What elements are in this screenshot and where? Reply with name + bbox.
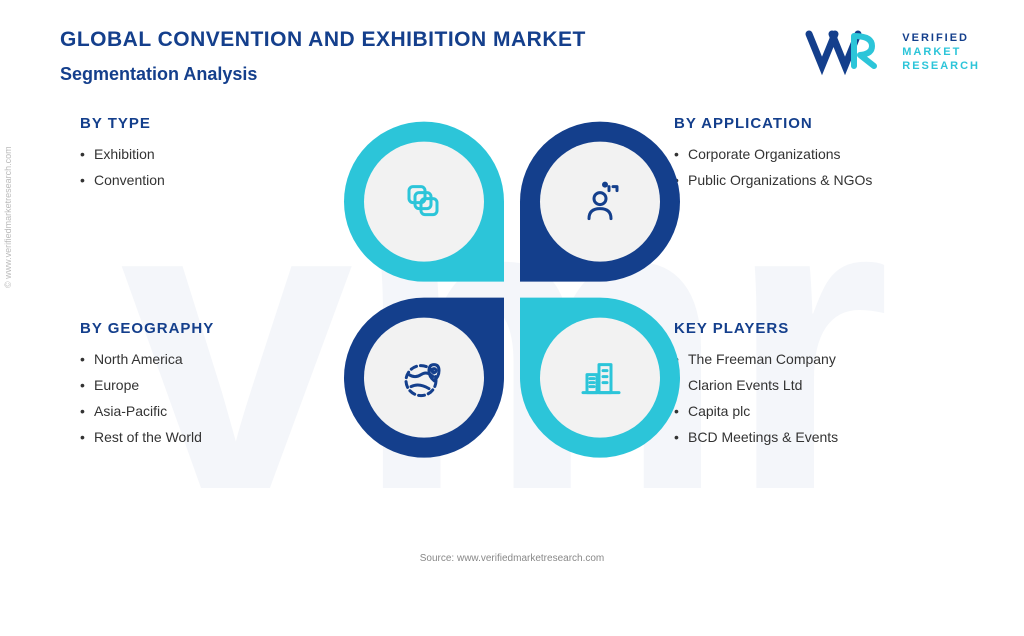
- person-icon: [575, 177, 625, 227]
- segment-type-list: Exhibition Convention: [80, 146, 350, 188]
- list-item: Europe: [80, 377, 350, 393]
- building-icon: [575, 353, 625, 403]
- source-text: Source: www.verifiedmarketresearch.com: [420, 553, 605, 564]
- center-diagram: [342, 120, 682, 460]
- header: GLOBAL CONVENTION AND EXHIBITION MARKET …: [0, 0, 1024, 95]
- petal-application: [520, 122, 680, 282]
- list-item: Convention: [80, 172, 350, 188]
- logo-text-1: VERIFIED: [902, 31, 980, 45]
- page-title: GLOBAL CONVENTION AND EXHIBITION MARKET: [60, 28, 586, 52]
- segment-type: BY TYPE Exhibition Convention: [80, 115, 350, 188]
- list-item: Clarion Events Ltd: [674, 377, 944, 393]
- list-item: Rest of the World: [80, 429, 350, 445]
- segment-geography-title: BY GEOGRAPHY: [80, 320, 350, 337]
- segment-keyplayers-list: The Freeman Company Clarion Events Ltd C…: [674, 351, 944, 445]
- layers-icon: [399, 177, 449, 227]
- petal-geography: [344, 298, 504, 458]
- globe-icon: [399, 353, 449, 403]
- list-item: Capita plc: [674, 403, 944, 419]
- logo-mark-icon: [804, 28, 894, 76]
- logo-text-3: RESEARCH: [902, 59, 980, 73]
- list-item: Public Organizations & NGOs: [674, 172, 944, 188]
- content-area: BY TYPE Exhibition Convention BY APPLICA…: [0, 95, 1024, 525]
- segment-geography-list: North America Europe Asia-Pacific Rest o…: [80, 351, 350, 445]
- segment-application-list: Corporate Organizations Public Organizat…: [674, 146, 944, 188]
- list-item: Corporate Organizations: [674, 146, 944, 162]
- segment-application-title: BY APPLICATION: [674, 115, 944, 132]
- list-item: Asia-Pacific: [80, 403, 350, 419]
- segment-keyplayers-title: KEY PLAYERS: [674, 320, 944, 337]
- segment-geography: BY GEOGRAPHY North America Europe Asia-P…: [80, 320, 350, 445]
- segment-keyplayers: KEY PLAYERS The Freeman Company Clarion …: [674, 320, 944, 445]
- petal-keyplayers: [520, 298, 680, 458]
- brand-logo: VERIFIED MARKET RESEARCH: [804, 28, 980, 76]
- list-item: BCD Meetings & Events: [674, 429, 944, 445]
- segment-type-title: BY TYPE: [80, 115, 350, 132]
- list-item: Exhibition: [80, 146, 350, 162]
- list-item: North America: [80, 351, 350, 367]
- list-item: The Freeman Company: [674, 351, 944, 367]
- logo-text-2: MARKET: [902, 45, 980, 59]
- petal-type: [344, 122, 504, 282]
- page-subtitle: Segmentation Analysis: [60, 64, 586, 85]
- segment-application: BY APPLICATION Corporate Organizations P…: [674, 115, 944, 188]
